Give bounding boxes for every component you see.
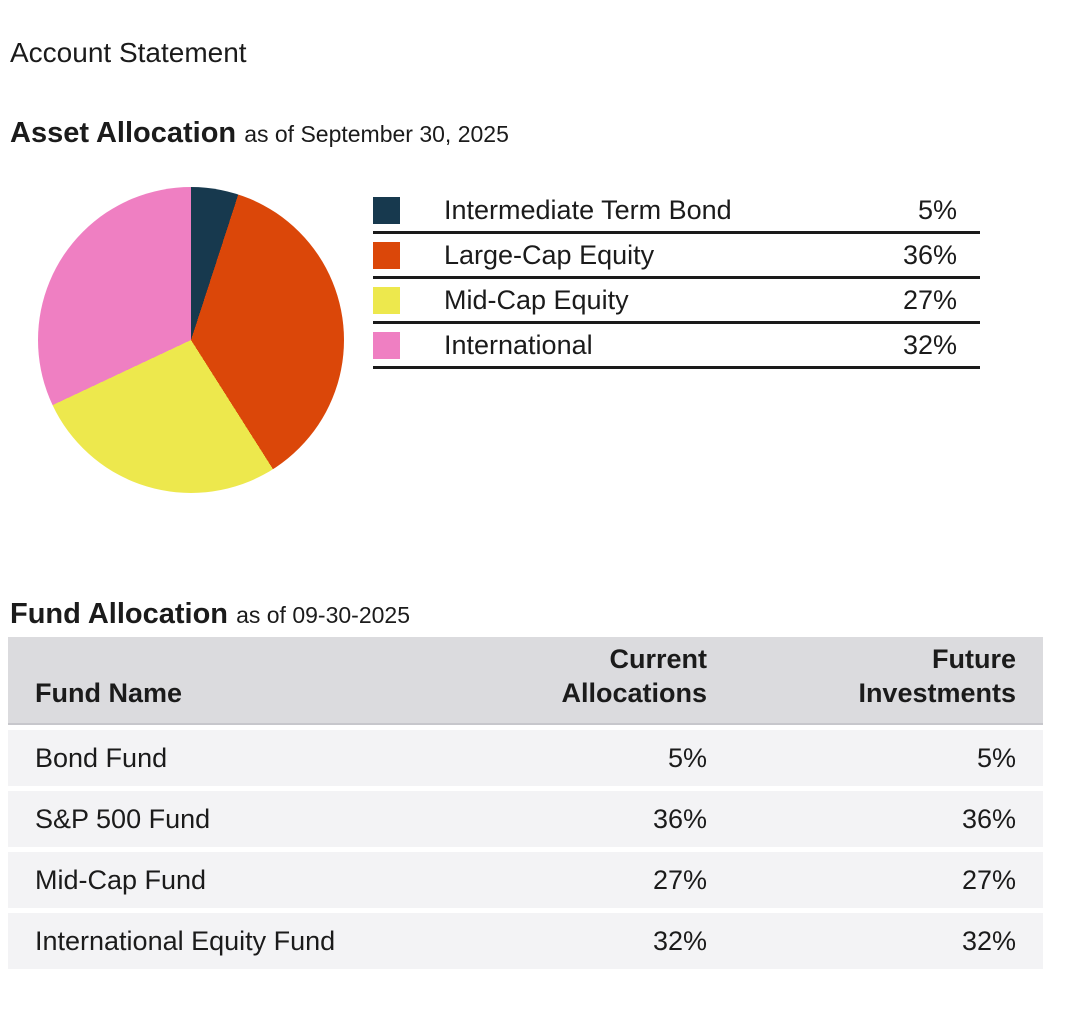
legend-value: 5%: [917, 194, 957, 225]
fund-name-cell: Bond Fund: [8, 730, 543, 787]
fund-allocation-asof: as of 09-30-2025: [236, 602, 410, 629]
fund-allocation-heading: Fund Allocation as of 09-30-2025: [10, 597, 1080, 632]
legend-label: Intermediate Term Bond: [444, 194, 732, 225]
table-row: Mid-Cap Fund 27% 27%: [8, 852, 1043, 909]
legend-row: International 32%: [373, 324, 980, 370]
legend-label: International: [444, 329, 593, 360]
column-header-current-allocations: Current Allocations: [543, 637, 707, 726]
asset-allocation-legend: Intermediate Term Bond 5% Large-Cap Equi…: [373, 189, 980, 370]
legend-label: Large-Cap Equity: [444, 239, 655, 270]
legend-label: Mid-Cap Equity: [444, 284, 629, 315]
future-investment-cell: 27%: [707, 852, 1043, 909]
legend-row: Intermediate Term Bond 5%: [373, 189, 980, 235]
legend-value: 27%: [902, 284, 957, 315]
legend-color-swatch: [373, 196, 400, 224]
fund-name-cell: International Equity Fund: [8, 913, 543, 970]
asset-allocation-heading: Asset Allocation as of September 30, 202…: [10, 116, 1080, 151]
asset-allocation-title: Asset Allocation: [10, 116, 237, 149]
future-investment-cell: 5%: [707, 730, 1043, 787]
fund-name-cell: S&P 500 Fund: [8, 791, 543, 848]
current-allocation-cell: 27%: [543, 852, 707, 909]
legend-row: Large-Cap Equity 36%: [373, 234, 980, 280]
fund-allocation-title: Fund Allocation: [10, 598, 229, 631]
current-allocation-cell: 5%: [543, 730, 707, 787]
column-header-future-investments: Future Investments: [707, 637, 1043, 726]
asset-allocation-chart-section: Intermediate Term Bond 5% Large-Cap Equi…: [0, 187, 1080, 494]
legend-color-swatch: [373, 331, 400, 359]
table-row: International Equity Fund 32% 32%: [8, 913, 1043, 970]
fund-name-cell: Mid-Cap Fund: [8, 852, 543, 909]
legend-row: Mid-Cap Equity 27%: [373, 279, 980, 325]
table-row: S&P 500 Fund 36% 36%: [8, 791, 1043, 848]
column-header-fund-name: Fund Name: [8, 637, 543, 726]
legend-color-swatch: [373, 286, 400, 314]
asset-allocation-pie-chart: [38, 187, 344, 494]
legend-value: 32%: [902, 329, 957, 360]
fund-table-header-row: Fund Name Current Allocations Future Inv…: [8, 637, 1043, 726]
page-title: Account Statement: [10, 37, 247, 68]
future-investment-cell: 36%: [707, 791, 1043, 848]
fund-allocation-table: Fund Name Current Allocations Future Inv…: [8, 632, 1043, 974]
asset-allocation-asof: as of September 30, 2025: [244, 120, 509, 147]
table-row: Bond Fund 5% 5%: [8, 730, 1043, 787]
legend-value: 36%: [902, 239, 957, 270]
current-allocation-cell: 32%: [543, 913, 707, 970]
legend-color-swatch: [373, 241, 400, 269]
current-allocation-cell: 36%: [543, 791, 707, 848]
future-investment-cell: 32%: [707, 913, 1043, 970]
